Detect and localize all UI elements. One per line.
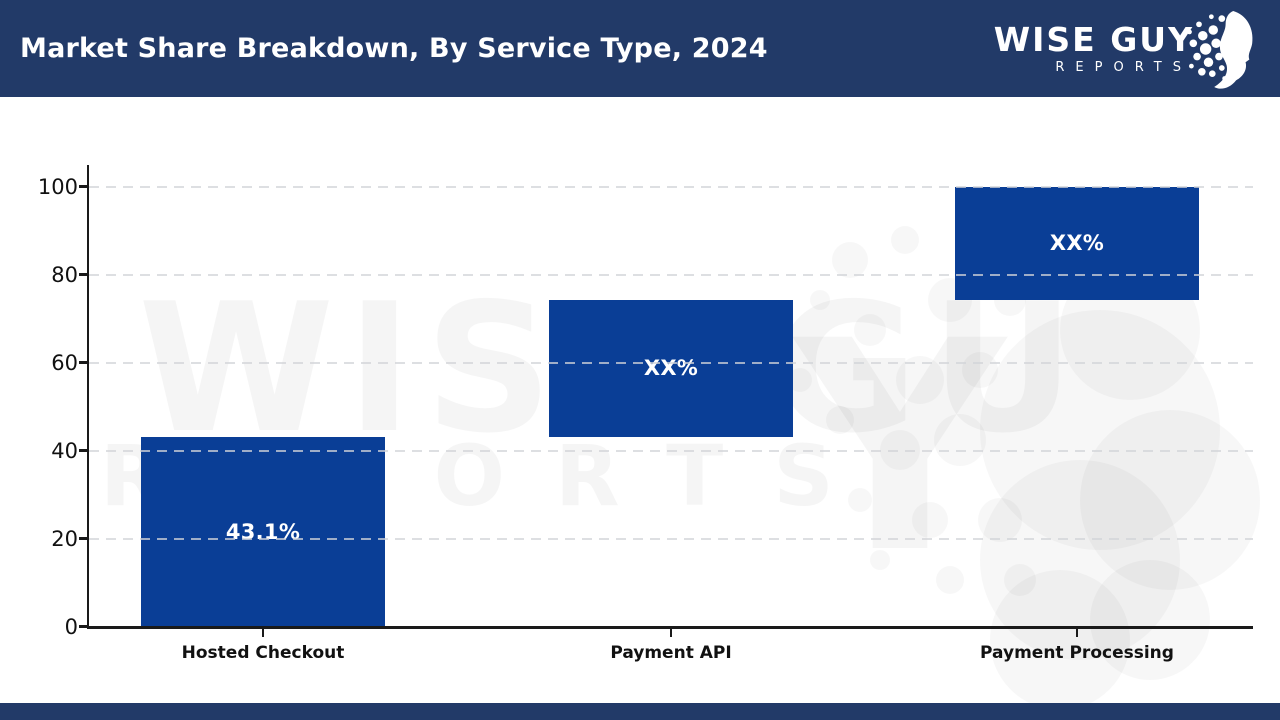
brand-face-icon — [1187, 10, 1253, 89]
x-axis-line — [86, 626, 1253, 629]
y-tick-label: 60 — [51, 350, 78, 375]
chart-area: 0 20 40 60 80 100 43.1% XX% XX% Hosted Checkout Pa… — [0, 97, 1280, 703]
header-bar: Market Share Breakdown, By Service Type,… — [0, 0, 1280, 97]
x-tick-mark — [669, 628, 673, 637]
bar-segment: XX% — [955, 186, 1199, 300]
y-tick-mark — [78, 273, 87, 276]
y-axis-line — [86, 165, 89, 629]
bar-segment: XX% — [549, 299, 793, 437]
y-tick-mark — [78, 185, 87, 188]
y-tick-label: 80 — [51, 262, 78, 287]
footer-bar — [0, 703, 1280, 720]
bar-value-label: XX% — [643, 356, 699, 381]
y-tick-mark — [78, 449, 87, 452]
y-tick-mark — [78, 625, 87, 628]
page-title: Market Share Breakdown, By Service Type,… — [20, 33, 768, 64]
y-tick-label: 20 — [51, 526, 78, 551]
y-tick-label: 40 — [51, 438, 78, 463]
gridline — [89, 273, 1253, 276]
x-category-label: Payment Processing — [980, 643, 1174, 663]
bar-value-label: XX% — [1049, 231, 1105, 256]
y-tick-label: 100 — [37, 174, 78, 199]
brand-name: WISE GUY — [993, 20, 1194, 59]
bar-segment: 43.1% — [141, 436, 385, 627]
gridline — [89, 185, 1253, 188]
y-tick-mark — [78, 361, 87, 364]
x-category-label: Hosted Checkout — [181, 643, 345, 663]
y-tick-label: 0 — [64, 614, 78, 639]
brand-logo: WISE GUY REPORTS — [994, 7, 1256, 91]
gridline — [89, 537, 1253, 540]
y-tick-mark — [78, 537, 87, 540]
gridline — [89, 361, 1253, 364]
brand-subname: REPORTS — [1055, 60, 1192, 75]
x-tick-mark — [261, 628, 265, 637]
bar-value-label: 43.1% — [225, 519, 301, 544]
gridline — [89, 449, 1253, 452]
x-category-label: Payment API — [610, 643, 732, 663]
x-tick-mark — [1075, 628, 1079, 637]
brand-logo-text: WISE GUY REPORTS — [994, 23, 1194, 74]
